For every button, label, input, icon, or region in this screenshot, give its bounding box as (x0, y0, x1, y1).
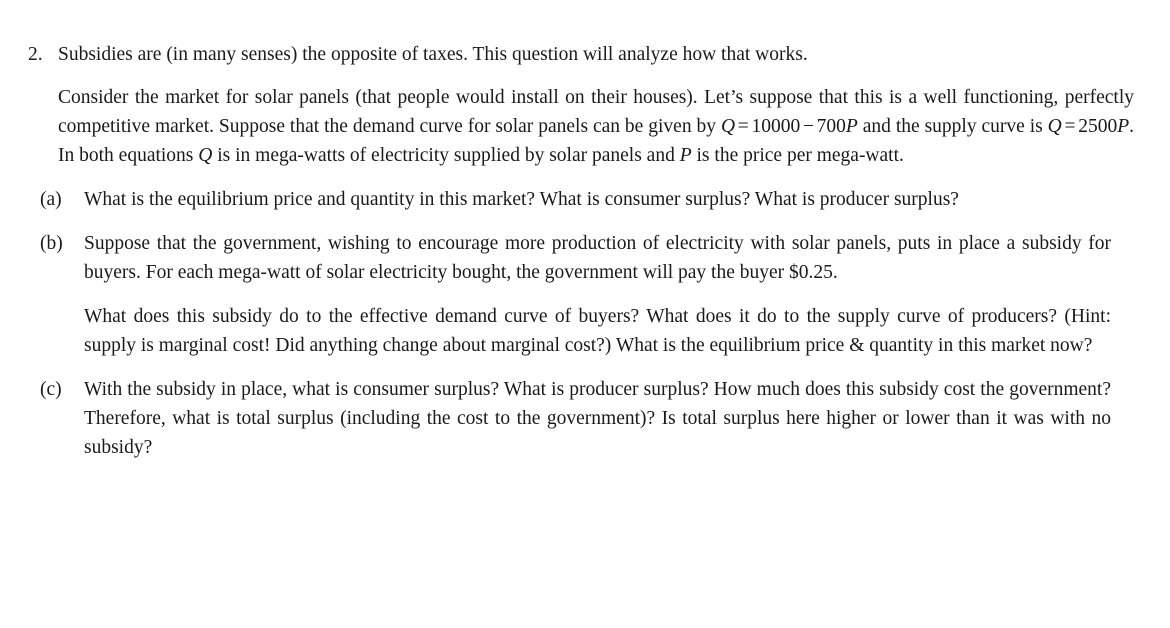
subitem-a: (a) What is the equilibrium price and qu… (40, 185, 1111, 214)
setup-text-segment-4: is in mega-watts of electricity supplied… (212, 145, 680, 166)
demand-equation: Q = 10000−700P (721, 116, 858, 137)
setup-text-segment-3: . In both equations (58, 116, 1134, 166)
subitem-c: (c) With the subsidy in place, what is c… (40, 375, 1111, 462)
spacer-within-subitem-b (84, 287, 1111, 302)
spacer-after-subitem-a (40, 214, 1111, 229)
supply-quantity-variable: Q (1047, 116, 1062, 137)
demand-minus-sign: − (802, 116, 814, 137)
subitem-list: (a) What is the equilibrium price and qu… (40, 185, 1111, 462)
supply-price-variable: P (1117, 116, 1130, 137)
price-symbol: P (679, 145, 692, 166)
subitem-a-body: What is the equilibrium price and quanti… (84, 185, 1111, 214)
subitem-a-label: (a) (40, 189, 62, 210)
quantity-symbol: Q (198, 145, 213, 166)
problem-setup-text: Consider the market for solar panels (th… (58, 83, 1134, 170)
demand-slope-value: 700 (816, 116, 846, 137)
subitem-b-paragraph-1: Suppose that the government, wishing to … (84, 233, 1111, 283)
spacer-after-subitem-b (40, 360, 1111, 375)
supply-equals-sign: = (1064, 116, 1076, 137)
demand-intercept-value: 10000 (751, 116, 801, 137)
problem-intro-row: 2. Subsidies are (in many senses) the op… (28, 40, 1134, 69)
setup-text-segment-1: Consider the market for solar panels (th… (58, 87, 1134, 137)
problem-intro-text: Subsidies are (in many senses) the oppos… (58, 44, 808, 65)
spacer-after-intro (28, 69, 1134, 83)
demand-price-variable: P (845, 116, 858, 137)
subitem-b: (b) Suppose that the government, wishing… (40, 229, 1111, 360)
problem-setup-row: Consider the market for solar panels (th… (28, 83, 1134, 170)
subitem-b-paragraph-2: What does this subsidy do to the effecti… (84, 306, 1111, 356)
demand-quantity-variable: Q (720, 116, 736, 137)
subitem-c-body: With the subsidy in place, what is consu… (84, 375, 1111, 462)
demand-equals-sign: = (737, 116, 749, 137)
setup-text-segment-2: and the supply curve is (857, 116, 1048, 137)
subitem-b-body: Suppose that the government, wishing to … (84, 229, 1111, 360)
spacer-before-subitems (28, 170, 1134, 185)
problem-2: 2. Subsidies are (in many senses) the op… (28, 40, 1134, 462)
problem-intro-body: Subsidies are (in many senses) the oppos… (58, 40, 1134, 69)
subitem-c-label: (c) (40, 379, 62, 400)
supply-equation: Q = 2500P (1048, 116, 1129, 137)
problem-number-label: 2. (28, 44, 43, 65)
subitem-b-label: (b) (40, 233, 63, 254)
setup-text-segment-5: is the price per mega-watt. (691, 145, 904, 166)
problem-setup-body: Consider the market for solar panels (th… (58, 83, 1134, 170)
subitem-a-paragraph-1: What is the equilibrium price and quanti… (84, 189, 959, 210)
supply-slope-value: 2500 (1078, 116, 1118, 137)
subitem-c-paragraph-1: With the subsidy in place, what is consu… (84, 379, 1111, 458)
